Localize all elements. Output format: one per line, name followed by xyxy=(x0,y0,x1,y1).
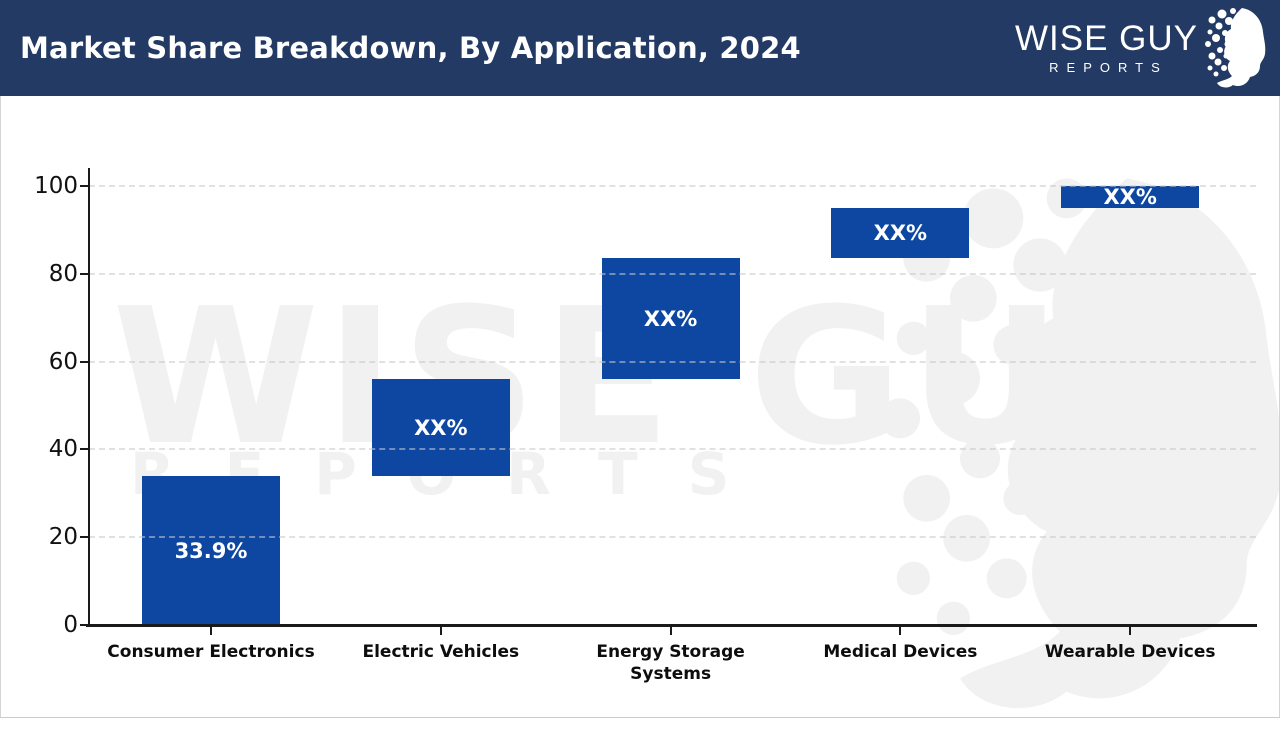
bar-3 xyxy=(601,258,740,380)
wise-guy-logo: WISE GUY REPORTS xyxy=(1015,6,1266,90)
x-category-label: Medical Devices xyxy=(823,642,978,662)
bar-value-label: XX% xyxy=(643,306,698,331)
x-category-label: Electric Vehicles xyxy=(362,642,520,662)
y-tick-mark xyxy=(80,448,88,451)
bar-value-label: XX% xyxy=(1103,184,1157,209)
gridline xyxy=(89,360,1256,363)
x-category-label: Consumer Electronics xyxy=(107,642,315,662)
bar-value-label: 33.9% xyxy=(174,538,248,563)
x-category-label: Energy Storage Systems xyxy=(596,642,745,685)
y-tick-label: 100 xyxy=(34,173,78,199)
y-tick-label: 80 xyxy=(48,260,78,287)
y-tick-mark xyxy=(80,536,88,539)
y-tick-label: 60 xyxy=(48,348,78,375)
logo-wordmark: WISE GUY xyxy=(1014,19,1198,58)
bar-value-label: XX% xyxy=(873,221,928,246)
x-tick-mark xyxy=(1129,627,1132,635)
y-tick-mark xyxy=(80,272,88,275)
gridline xyxy=(89,448,1256,451)
x-category-label: Wearable Devices xyxy=(1044,642,1216,662)
y-tick-mark xyxy=(80,185,88,187)
x-tick-mark xyxy=(439,627,442,635)
header-bar: Market Share Breakdown, By Application, … xyxy=(0,0,1280,96)
gridline xyxy=(89,272,1256,275)
logo-head-icon xyxy=(1204,6,1266,90)
gridline xyxy=(89,185,1256,187)
y-tick-label: 40 xyxy=(48,436,78,463)
bar-1 xyxy=(142,476,280,625)
x-tick-mark xyxy=(210,627,212,635)
page-title: Market Share Breakdown, By Application, … xyxy=(20,31,801,65)
bar-value-label: XX% xyxy=(414,415,468,440)
page-border-left xyxy=(0,96,1,718)
logo-text: WISE GUY REPORTS xyxy=(1015,21,1198,75)
bar-2 xyxy=(371,379,510,477)
y-tick-label: 0 xyxy=(63,612,78,638)
gridline xyxy=(89,536,1256,539)
x-tick-mark xyxy=(669,627,672,635)
y-tick-mark xyxy=(80,624,88,626)
logo-subtitle: REPORTS xyxy=(1049,60,1168,75)
page-border-bottom xyxy=(0,717,1280,718)
y-tick-mark xyxy=(80,360,88,363)
y-tick-label: 20 xyxy=(48,524,78,551)
y-axis-line xyxy=(88,168,90,625)
x-tick-mark xyxy=(899,627,902,635)
x-axis-line xyxy=(86,624,1257,627)
